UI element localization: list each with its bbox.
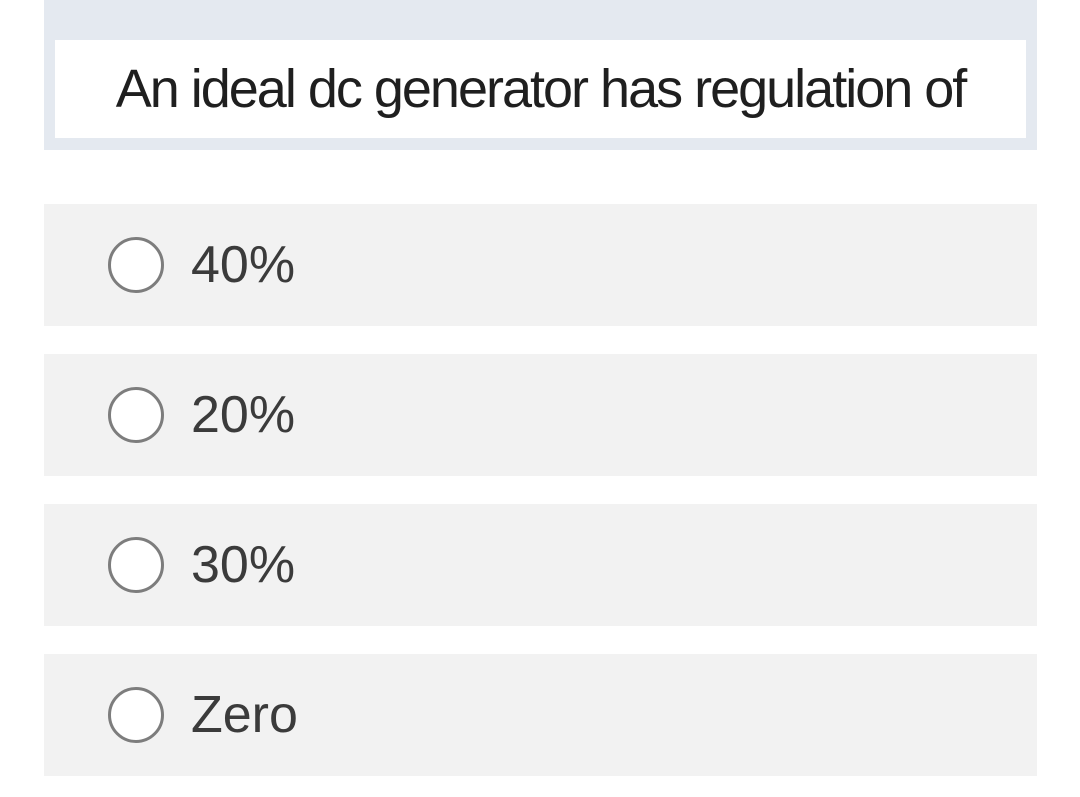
option-label: 20% [191, 386, 296, 444]
radio-button-icon[interactable] [108, 237, 164, 293]
radio-button-icon[interactable] [108, 537, 164, 593]
answer-option-2[interactable]: 20% [44, 354, 1037, 476]
radio-button-icon[interactable] [108, 687, 164, 743]
radio-button-icon[interactable] [108, 387, 164, 443]
answer-option-1[interactable]: 40% [44, 204, 1037, 326]
option-label: Zero [191, 686, 298, 744]
option-label: 30% [191, 536, 296, 594]
question-card: An ideal dc generator has regulation of [44, 0, 1037, 150]
answer-options-list: 40% 20% 30% Zero [44, 204, 1037, 776]
option-label: 40% [191, 236, 296, 294]
question-text-box: An ideal dc generator has regulation of [55, 40, 1026, 138]
answer-option-3[interactable]: 30% [44, 504, 1037, 626]
answer-option-4[interactable]: Zero [44, 654, 1037, 776]
question-text: An ideal dc generator has regulation of [115, 59, 968, 119]
